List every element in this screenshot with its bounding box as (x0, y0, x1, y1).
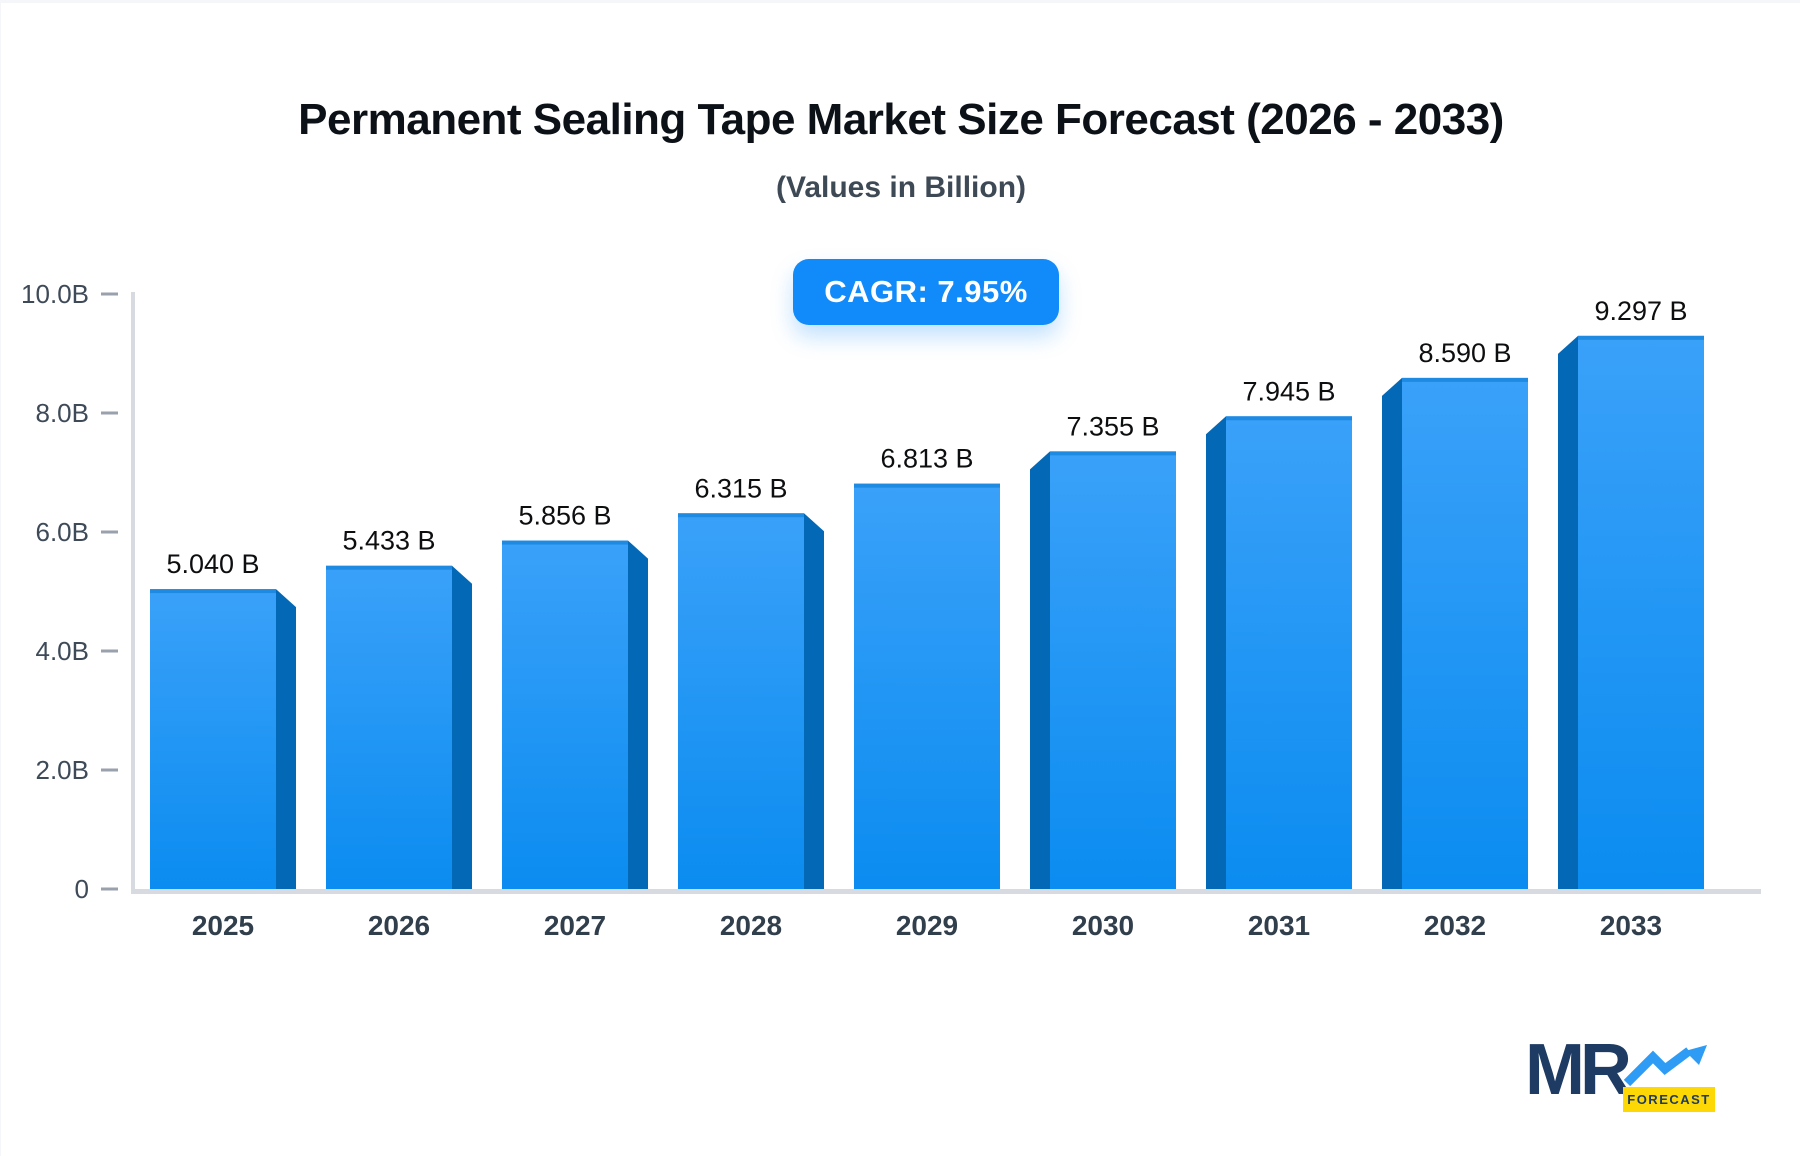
logo-forecast-text: FORECAST (1623, 1087, 1715, 1112)
logo-trend-arrow-icon (1623, 1045, 1707, 1087)
bar-side-face (1030, 451, 1050, 889)
bar-group-2025: 5.040 B 2025 (150, 549, 296, 941)
bar-side-face (452, 565, 472, 889)
bar-front-face (150, 589, 276, 889)
bar-top-edge (1226, 416, 1352, 421)
bar-front-face (678, 513, 804, 889)
bar-front-face (854, 483, 1000, 889)
bar-group-2032: 8.590 B 2032 (1382, 338, 1528, 941)
bar-value-label: 5.433 B (342, 526, 435, 556)
y-tick-label: 2.0B (36, 755, 90, 785)
bar-top-edge (854, 483, 1000, 488)
bar-value-label: 5.856 B (518, 501, 611, 531)
bar-group-2028: 6.315 B 2028 (678, 473, 824, 941)
y-axis-line (131, 292, 135, 893)
x-axis-category-label: 2028 (720, 910, 782, 941)
y-tick-mark (101, 768, 118, 772)
bar-side-face (1558, 335, 1578, 889)
bar-front-face (502, 540, 628, 889)
logo-mr-text: MR (1525, 1030, 1632, 1110)
y-tick-mark (101, 292, 118, 296)
bar-value-label: 7.355 B (1066, 411, 1159, 441)
bar-side-face (1206, 416, 1226, 889)
chart-subtitle: (Values in Billion) (775, 171, 1027, 204)
bar-value-label: 8.590 B (1418, 338, 1511, 368)
bar-chart: 0 2.0B 4.0B 6.0B 8.0B 10.0B 5.040 B 2025 5.433 B… (21, 279, 1761, 941)
bar-group-2033: 9.297 B 2033 (1558, 296, 1704, 941)
bar-group-2029: 6.813 B 2029 (854, 444, 1000, 941)
bar-front-face (1402, 377, 1528, 889)
y-tick-label: 0 (75, 874, 89, 904)
x-axis-line (131, 889, 1761, 894)
y-tick-mark (101, 411, 118, 415)
bar-group-2026: 5.433 B 2026 (326, 526, 472, 941)
chart-title: Permanent Sealing Tape Market Size Forec… (298, 95, 1504, 144)
bar-top-edge (150, 589, 276, 594)
bar-value-label: 7.945 B (1242, 376, 1335, 406)
bar-front-face (1226, 416, 1352, 889)
bar-side-face (628, 540, 648, 889)
bar-top-edge (678, 513, 804, 518)
bar-top-edge (326, 565, 452, 570)
bar-group-2031: 7.945 B 2031 (1206, 376, 1352, 941)
y-tick-label: 8.0B (36, 398, 90, 428)
x-axis-category-label: 2030 (1072, 910, 1134, 941)
bar-group-2027: 5.856 B 2027 (502, 501, 648, 941)
bar-value-label: 9.297 B (1594, 296, 1687, 326)
x-axis-category-label: 2032 (1424, 910, 1486, 941)
y-tick-mark (101, 530, 118, 534)
bar-front-face (326, 565, 452, 889)
cagr-badge: CAGR: 7.95% (793, 259, 1059, 325)
bar-side-face (276, 589, 296, 889)
y-tick-label: 4.0B (36, 636, 90, 666)
y-tick-label: 6.0B (36, 517, 90, 547)
bar-side-face (804, 513, 824, 889)
bar-top-edge (1402, 377, 1528, 382)
bar-top-edge (502, 540, 628, 545)
x-axis-category-label: 2027 (544, 910, 606, 941)
mr-forecast-logo: MR FORECAST (1525, 1030, 1725, 1132)
bar-group-2030: 7.355 B 2030 (1030, 411, 1176, 941)
bar-value-label: 6.813 B (880, 444, 973, 474)
bar-top-edge (1578, 335, 1704, 340)
bar-front-face (1578, 335, 1704, 889)
y-tick-label: 10.0B (21, 279, 89, 309)
bar-value-label: 6.315 B (694, 473, 787, 503)
x-axis-category-label: 2033 (1600, 910, 1662, 941)
bar-front-face (1050, 451, 1176, 889)
bar-top-edge (1050, 451, 1176, 456)
bar-side-face (1382, 377, 1402, 889)
x-axis-category-label: 2026 (368, 910, 430, 941)
x-axis-category-label: 2031 (1248, 910, 1310, 941)
y-tick-mark (101, 887, 118, 891)
x-axis-category-label: 2025 (192, 910, 254, 941)
x-axis-category-label: 2029 (896, 910, 958, 941)
y-tick-mark (101, 649, 118, 653)
bar-value-label: 5.040 B (166, 549, 259, 579)
